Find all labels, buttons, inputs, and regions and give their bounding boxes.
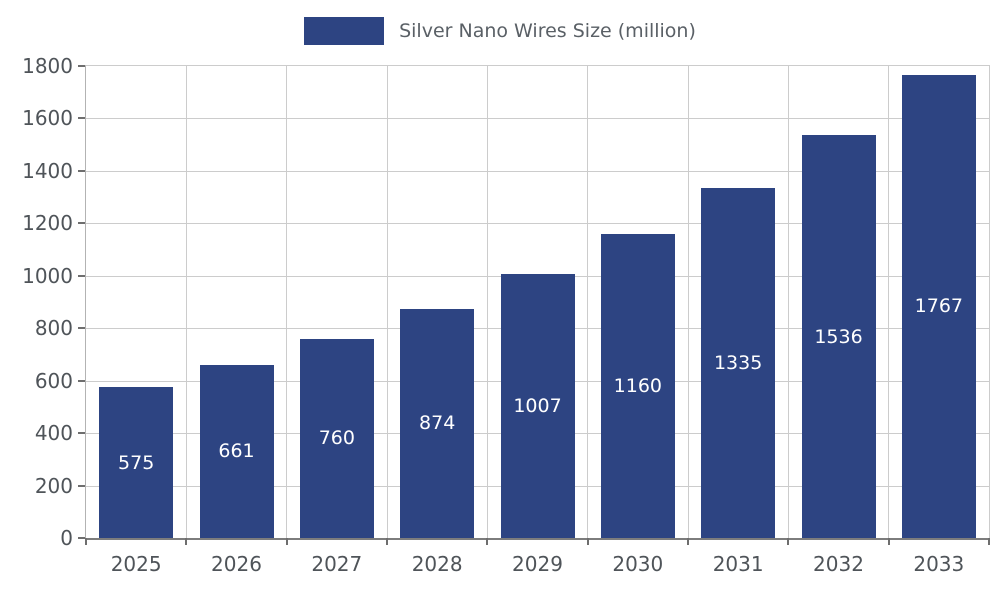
x-tick-mark [486, 538, 489, 545]
y-tick-mark [78, 379, 85, 382]
bar: 575 [99, 387, 174, 538]
gridline-vertical [386, 66, 388, 538]
bar-value-label: 1767 [914, 295, 963, 318]
y-tick-label: 1000 [22, 263, 73, 288]
gridline-horizontal [86, 118, 989, 120]
legend-swatch [304, 17, 385, 45]
y-tick-label: 1200 [22, 211, 73, 236]
x-tick-label: 2030 [612, 552, 664, 576]
x-tick-mark [85, 538, 87, 545]
legend-label: Silver Nano Wires Size (million) [399, 20, 696, 42]
y-tick-label: 600 [34, 368, 73, 393]
bar-value-label: 1007 [513, 394, 562, 417]
y-tick-mark [78, 432, 85, 435]
gridline-vertical [888, 66, 890, 538]
bar: 874 [400, 308, 475, 538]
x-tick-mark [285, 538, 288, 545]
y-tick-mark [78, 169, 85, 172]
x-tick-label: 2033 [913, 552, 965, 576]
bar-value-label: 661 [218, 440, 255, 463]
y-tick-mark [78, 484, 85, 487]
y-tick-mark [78, 222, 85, 225]
y-tick-mark [78, 274, 85, 277]
x-tick-label: 2028 [411, 552, 463, 576]
bar: 1536 [801, 135, 876, 538]
y-tick-label: 1400 [22, 158, 73, 183]
bar: 661 [199, 364, 274, 538]
y-tick-mark [78, 65, 85, 67]
x-tick-label: 2032 [813, 552, 864, 576]
x-tick-mark [687, 538, 689, 545]
x-tick-mark [185, 538, 188, 545]
gridline-vertical [185, 66, 187, 538]
bar-value-label: 874 [419, 412, 456, 435]
bar-value-label: 760 [318, 427, 355, 450]
x-tick-mark [586, 538, 589, 545]
x-tick-mark [988, 538, 990, 545]
y-tick-label: 1600 [22, 106, 73, 131]
bar: 760 [299, 338, 374, 538]
x-tick-mark [887, 538, 890, 545]
gridline-vertical [587, 66, 589, 538]
x-tick-mark [787, 538, 790, 545]
legend: Silver Nano Wires Size (million) [0, 16, 1000, 46]
y-tick-label: 800 [34, 316, 73, 341]
x-tick-label: 2027 [311, 552, 363, 576]
x-tick-label: 2029 [512, 552, 563, 576]
y-tick-mark [78, 117, 85, 120]
y-tick-label: 200 [34, 473, 73, 498]
gridline-vertical [787, 66, 789, 538]
x-tick-label: 2026 [211, 552, 262, 576]
bar-value-label: 1536 [814, 325, 863, 348]
y-tick-label: 400 [34, 421, 73, 446]
gridline-vertical [286, 66, 288, 538]
bar: 1160 [600, 233, 675, 538]
bar: 1335 [701, 187, 776, 538]
y-tick-mark [78, 327, 85, 330]
y-tick-label: 0 [60, 526, 73, 550]
gridline-horizontal [86, 170, 989, 172]
x-tick-label: 2025 [110, 552, 162, 576]
gridline-vertical [687, 66, 689, 538]
y-tick-mark [78, 537, 85, 539]
bar-value-label: 1160 [613, 374, 662, 397]
gridline-horizontal [86, 223, 989, 225]
x-tick-mark [386, 538, 388, 545]
bar-value-label: 1335 [713, 351, 763, 374]
gridline-vertical [486, 66, 488, 538]
bar-value-label: 575 [118, 451, 155, 474]
x-tick-label: 2031 [712, 552, 764, 576]
bar: 1007 [500, 273, 575, 538]
plot-area: 0 200 400 600 800 1000 1200 1400 1600 1800 575 2025… [22, 56, 990, 574]
y-tick-label: 1800 [22, 54, 73, 78]
bar: 1767 [901, 74, 976, 538]
